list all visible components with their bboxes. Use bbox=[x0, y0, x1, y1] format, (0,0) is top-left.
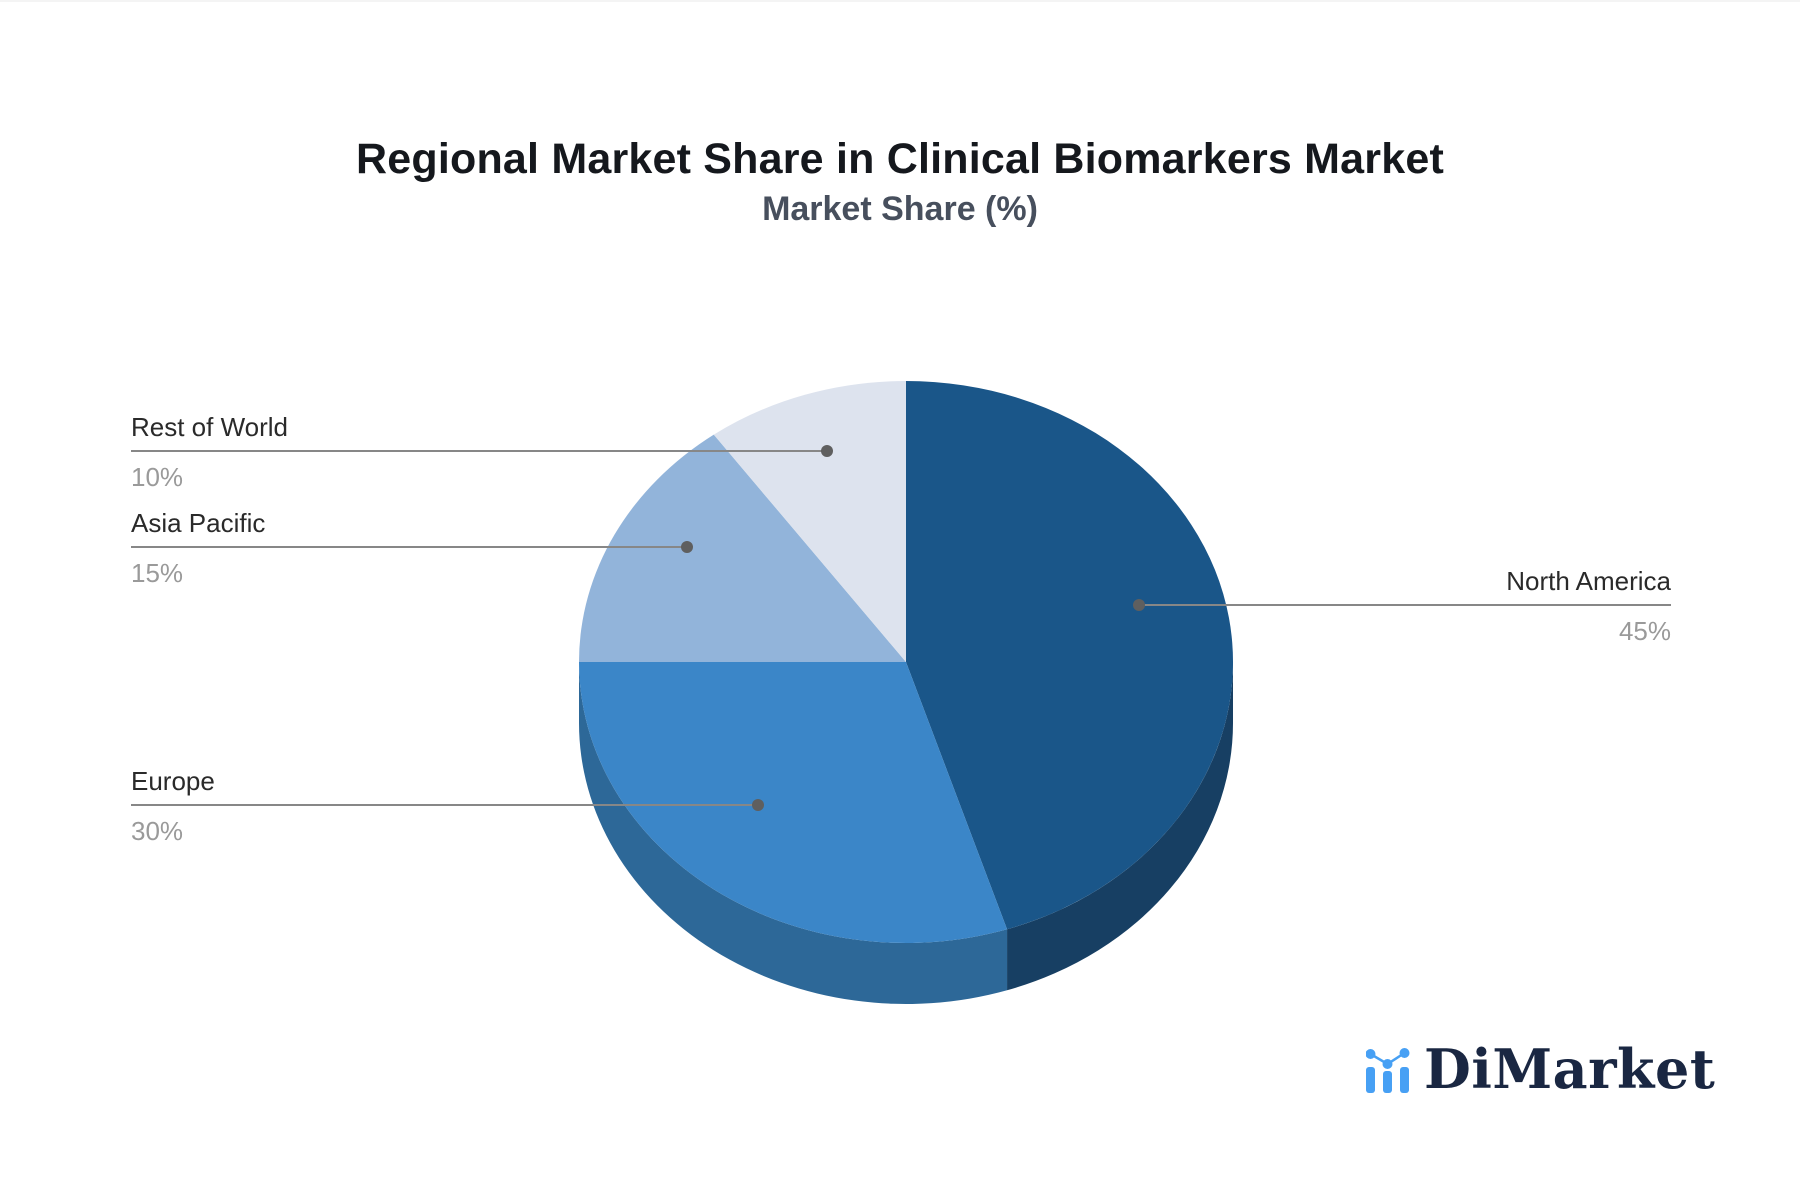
callout-north-america: North America 45% bbox=[1133, 564, 1671, 648]
callout-asia-pacific: Asia Pacific 15% bbox=[131, 506, 693, 590]
callout-label: North America bbox=[1506, 566, 1671, 596]
callout-europe: Europe 30% bbox=[131, 764, 764, 848]
bar-chart-logo-icon bbox=[1366, 1048, 1410, 1093]
callout-label: Rest of World bbox=[131, 412, 289, 442]
leader-line bbox=[131, 445, 833, 457]
callout-value: 15% bbox=[131, 558, 184, 588]
brand-name: DiMarket bbox=[1424, 1037, 1716, 1101]
leader-line bbox=[131, 799, 764, 811]
callout-value: 45% bbox=[1618, 616, 1671, 646]
callout-label: Asia Pacific bbox=[131, 508, 266, 538]
callout-value: 10% bbox=[131, 462, 184, 492]
page-title: Regional Market Share in Clinical Biomar… bbox=[356, 135, 1444, 183]
leader-dot bbox=[681, 541, 693, 553]
callout-rest-of-world: Rest of World 10% bbox=[131, 410, 833, 494]
leader-dot bbox=[1133, 599, 1145, 611]
leader-line bbox=[1133, 599, 1671, 611]
callout-label: Europe bbox=[131, 766, 215, 796]
page-subtitle: Market Share (%) bbox=[762, 190, 1038, 228]
callout-value: 30% bbox=[131, 816, 184, 846]
leader-dot bbox=[752, 799, 764, 811]
brand-logo: DiMarket bbox=[1366, 1040, 1715, 1098]
leader-dot bbox=[821, 445, 833, 457]
leader-line bbox=[131, 541, 693, 553]
